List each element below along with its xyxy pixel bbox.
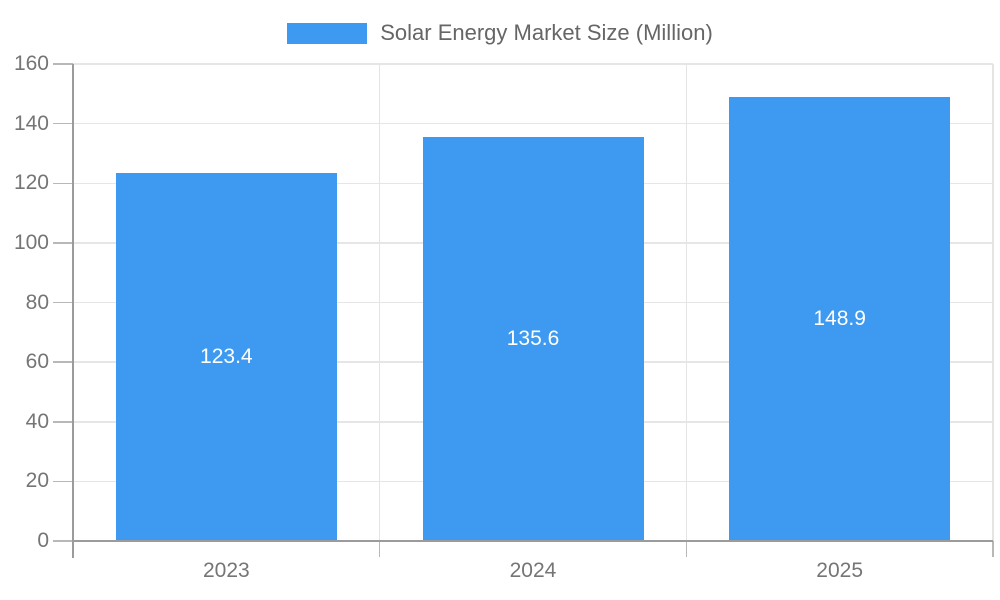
x-axis-line [73,540,993,542]
y-axis-line [72,64,74,558]
y-axis-tick [53,480,73,483]
y-axis-tick-label: 100 [13,230,49,254]
bar-2023[interactable] [115,173,337,541]
x-axis-tick-label: 2023 [202,559,250,582]
y-axis-tick [53,63,73,65]
y-axis-tick-label: 120 [13,171,49,195]
legend-swatch [287,22,368,44]
y-axis-tick [53,122,73,125]
y-axis-tick-label: 80 [25,290,49,314]
y-axis-tick [53,242,73,244]
gridline-vertical [685,64,688,541]
y-axis-tick [53,421,73,423]
x-axis-tick-label: 2025 [816,559,864,582]
gridline-horizontal [73,63,993,65]
x-axis-tick [992,541,994,557]
x-axis-tick-label: 2024 [509,559,557,582]
x-axis-tick [378,541,381,557]
bar-value-label: 135.6 [506,326,560,350]
gridline-vertical [378,64,381,541]
y-axis-tick [53,540,73,542]
x-axis-tick [685,541,688,557]
y-axis-tick [53,301,73,304]
bar-value-label: 123.4 [200,345,253,369]
y-axis-tick-label: 20 [25,469,49,493]
legend[interactable]: Solar Energy Market Size (Million) [0,20,1000,46]
bar-value-label: 148.9 [813,307,866,331]
y-axis-tick [53,182,73,184]
legend-label: Solar Energy Market Size (Million) [380,20,713,45]
y-axis-tick [53,361,73,363]
gridline-horizontal [73,122,993,125]
y-axis-tick-label: 40 [25,409,49,433]
y-axis-tick-label: 0 [37,529,49,552]
gridline-vertical [992,64,994,541]
y-axis-tick-label: 60 [25,350,49,374]
y-axis-tick-label: 160 [13,52,49,75]
bar-2024[interactable] [422,136,644,541]
bar-2025[interactable] [729,97,951,541]
y-axis-tick-label: 140 [13,111,49,135]
